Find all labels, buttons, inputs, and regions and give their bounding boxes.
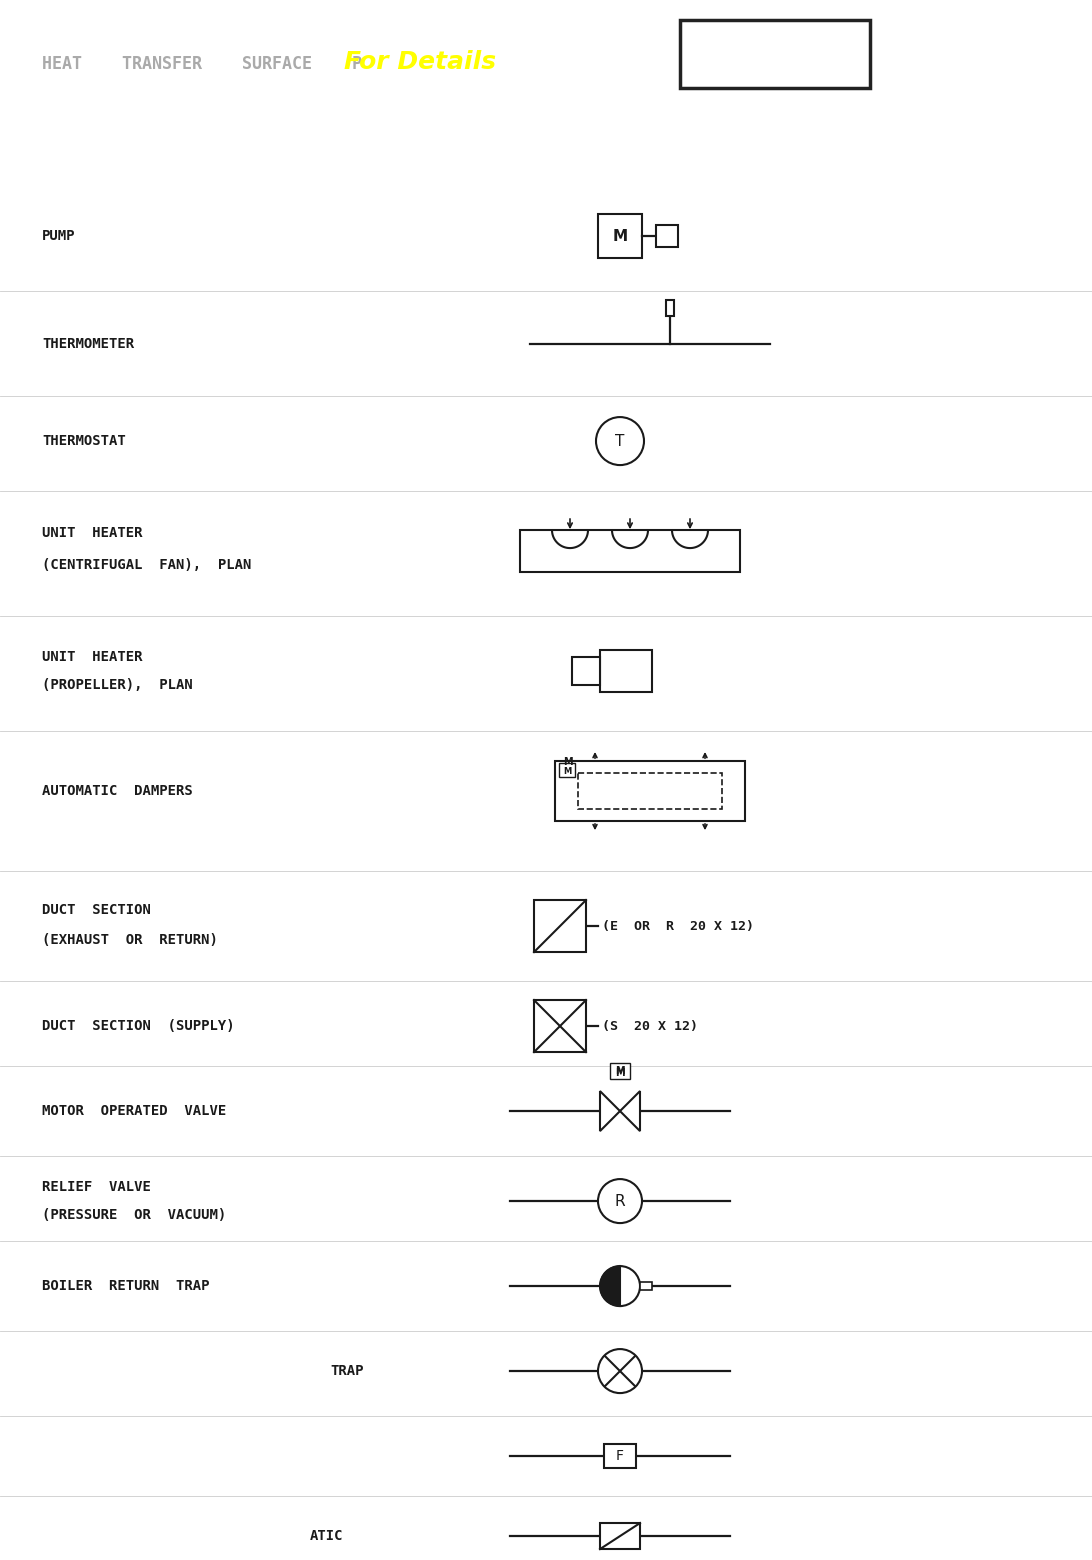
Bar <box>604 1445 636 1468</box>
Text: (S  20 X 12): (S 20 X 12) <box>602 1020 698 1033</box>
Polygon shape <box>600 1267 620 1306</box>
Circle shape <box>598 1349 642 1393</box>
Text: ATIC: ATIC <box>310 1529 344 1543</box>
Bar <box>572 657 600 685</box>
Text: DUCT  SECTION  (SUPPLY): DUCT SECTION (SUPPLY) <box>41 1019 235 1033</box>
Text: (E  OR  R  20 X 12): (E OR R 20 X 12) <box>602 919 753 933</box>
Text: UNIT  HEATER: UNIT HEATER <box>41 526 142 540</box>
Circle shape <box>596 417 644 465</box>
Circle shape <box>598 1179 642 1223</box>
Bar <box>534 1000 586 1051</box>
Bar <box>610 1062 630 1080</box>
Text: M: M <box>562 766 571 775</box>
Text: F: F <box>616 1449 624 1463</box>
Bar <box>600 1523 640 1549</box>
Bar <box>534 900 586 952</box>
Text: (CENTRIFUGAL  FAN),  PLAN: (CENTRIFUGAL FAN), PLAN <box>41 558 251 573</box>
Text: RELIEF  VALVE: RELIEF VALVE <box>41 1179 151 1193</box>
Bar <box>555 761 745 821</box>
Text: BOILER  RETURN  TRAP: BOILER RETURN TRAP <box>41 1279 210 1293</box>
Bar <box>680 20 870 87</box>
Text: THERMOSTAT: THERMOSTAT <box>41 434 126 448</box>
Bar <box>656 225 678 246</box>
Text: M: M <box>613 229 628 243</box>
Text: T: T <box>615 434 625 449</box>
Text: M: M <box>563 757 572 768</box>
Text: M: M <box>615 1065 625 1076</box>
Bar <box>520 530 740 573</box>
Text: (PROPELLER),  PLAN: (PROPELLER), PLAN <box>41 679 193 693</box>
Text: HEAT    TRANSFER    SURFACE    P: HEAT TRANSFER SURFACE P <box>41 55 363 73</box>
Bar <box>666 300 674 317</box>
Text: THERMOMETER: THERMOMETER <box>41 337 134 351</box>
Bar <box>578 774 722 810</box>
Text: (PRESSURE  OR  VACUUM): (PRESSURE OR VACUUM) <box>41 1207 226 1221</box>
Text: AUTOMATIC  DAMPERS: AUTOMATIC DAMPERS <box>41 785 193 799</box>
Text: CLICK HERE: CLICK HERE <box>396 20 474 33</box>
Text: PUMP: PUMP <box>41 229 75 243</box>
Bar <box>598 214 642 257</box>
Text: (EXHAUST  OR  RETURN): (EXHAUST OR RETURN) <box>41 933 218 947</box>
Text: TRAP: TRAP <box>330 1363 364 1377</box>
Text: R: R <box>615 1193 626 1209</box>
Polygon shape <box>600 1090 620 1131</box>
Text: M: M <box>615 1069 625 1078</box>
Circle shape <box>600 1267 640 1306</box>
Polygon shape <box>620 1090 640 1131</box>
Text: UNIT  HEATER: UNIT HEATER <box>41 651 142 665</box>
Bar <box>559 763 575 777</box>
Text: For Details: For Details <box>344 50 496 73</box>
Bar <box>640 1282 652 1290</box>
Bar <box>600 651 652 693</box>
Text: DUCT  SECTION: DUCT SECTION <box>41 903 151 917</box>
Text: MOTOR  OPERATED  VALVE: MOTOR OPERATED VALVE <box>41 1104 226 1119</box>
